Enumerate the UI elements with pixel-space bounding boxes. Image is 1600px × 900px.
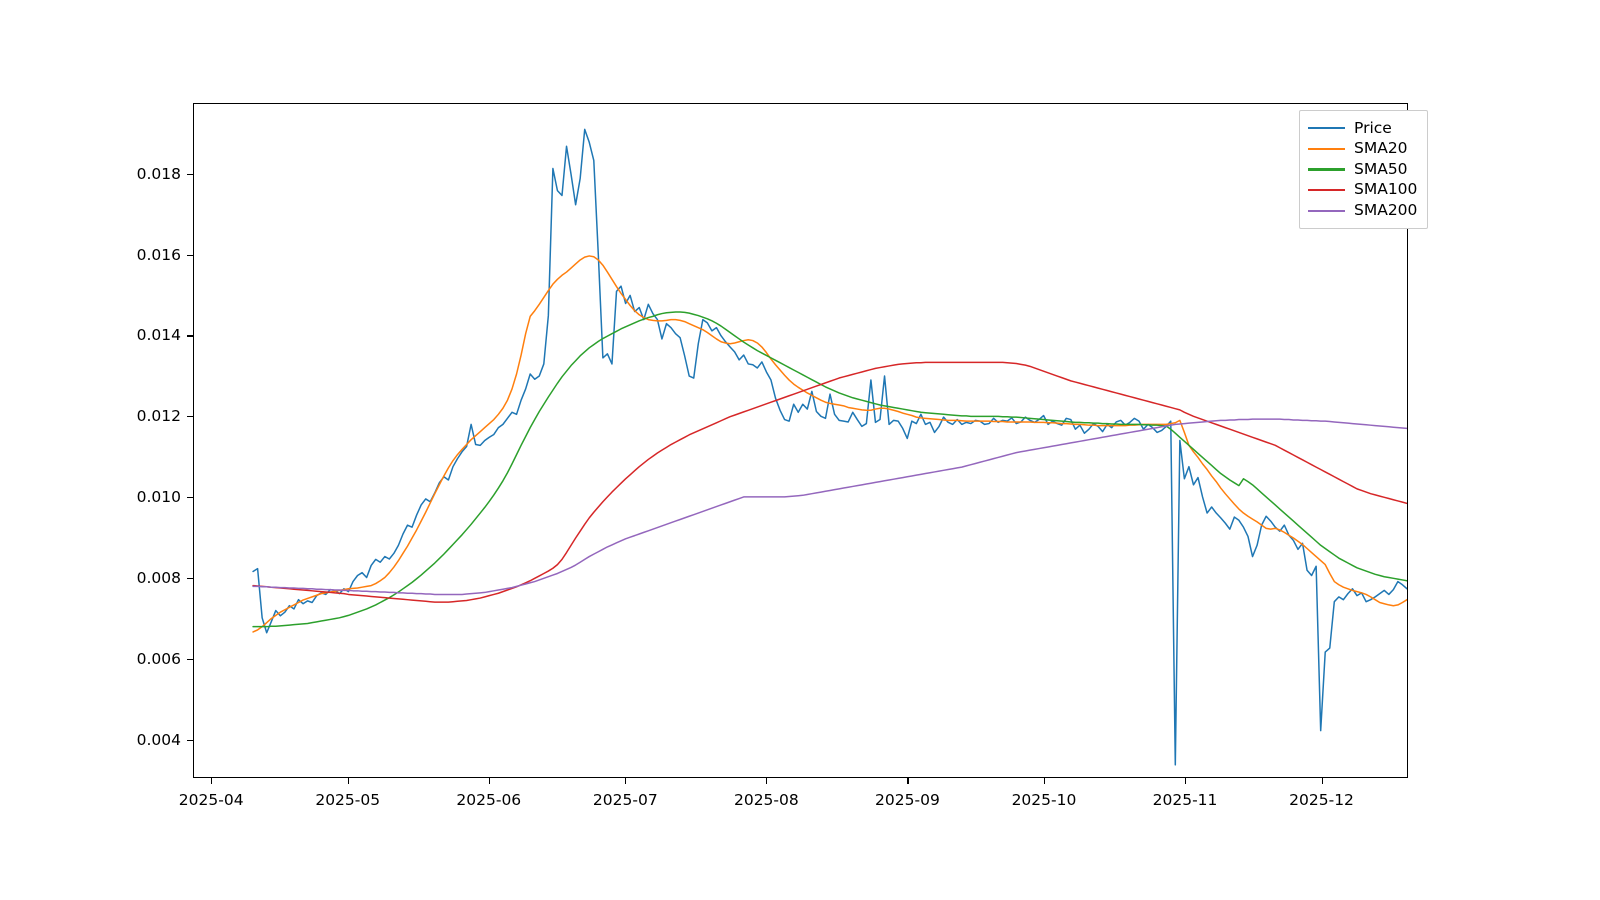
legend-swatch-icon <box>1308 209 1345 212</box>
legend-item-sma100[interactable]: SMA100 <box>1308 180 1417 201</box>
chart-svg <box>194 104 1407 777</box>
x-tick-mark <box>211 778 213 784</box>
x-tick-mark <box>625 778 627 784</box>
x-tick-mark <box>907 778 909 784</box>
y-tick-label: 0.018 <box>136 164 181 183</box>
x-tick-label: 2025-04 <box>178 791 244 809</box>
legend-swatch-icon <box>1308 168 1345 171</box>
y-tick-mark <box>187 254 193 256</box>
y-tick-mark <box>187 335 193 337</box>
legend-item-sma50[interactable]: SMA50 <box>1308 159 1417 180</box>
y-tick-mark <box>187 497 193 499</box>
x-tick-label: 2025-10 <box>1011 791 1077 809</box>
series-line-sma200 <box>253 419 1407 594</box>
series-line-sma20 <box>253 256 1407 632</box>
legend-label: SMA200 <box>1354 200 1418 219</box>
legend-item-price[interactable]: Price <box>1308 118 1417 139</box>
legend-label: Price <box>1354 118 1392 137</box>
y-tick-label: 0.014 <box>136 326 181 345</box>
chart-legend[interactable]: Price SMA20 SMA50 SMA100 SMA200 <box>1299 110 1429 229</box>
legend-label: SMA100 <box>1354 180 1418 199</box>
y-tick-mark <box>187 577 193 580</box>
x-tick-label: 2025-05 <box>315 791 381 809</box>
legend-item-sma200[interactable]: SMA200 <box>1308 200 1417 221</box>
series-line-sma100 <box>253 362 1407 602</box>
y-tick-label: 0.016 <box>136 245 181 264</box>
y-tick-mark <box>187 173 193 175</box>
x-tick-mark <box>1185 778 1187 784</box>
legend-swatch-icon <box>1308 127 1345 130</box>
x-tick-label: 2025-08 <box>733 791 799 809</box>
legend-label: SMA50 <box>1354 159 1408 178</box>
y-tick-label: 0.012 <box>136 407 181 426</box>
y-tick-label: 0.008 <box>136 568 181 587</box>
y-tick-mark <box>187 416 193 418</box>
y-tick-label: 0.004 <box>136 730 181 749</box>
x-tick-label: 2025-11 <box>1152 791 1218 809</box>
legend-swatch-icon <box>1308 147 1345 150</box>
y-tick-mark <box>187 739 193 741</box>
y-tick-label: 0.010 <box>136 488 181 507</box>
x-tick-mark <box>347 778 349 784</box>
x-tick-label: 2025-06 <box>456 791 522 809</box>
legend-item-sma20[interactable]: SMA20 <box>1308 139 1417 160</box>
y-tick-mark <box>187 658 193 660</box>
series-line-price <box>253 129 1407 765</box>
x-tick-label: 2025-12 <box>1289 791 1354 809</box>
x-tick-label: 2025-07 <box>592 791 658 809</box>
x-tick-mark <box>1321 778 1323 784</box>
series-group <box>253 129 1407 765</box>
x-tick-mark <box>1043 778 1046 784</box>
y-tick-label: 0.006 <box>136 649 181 668</box>
x-tick-label: 2025-09 <box>875 791 940 809</box>
x-tick-mark <box>766 778 768 784</box>
series-line-sma50 <box>253 312 1407 627</box>
x-tick-mark <box>488 778 490 784</box>
legend-swatch-icon <box>1308 188 1345 192</box>
plot-area <box>193 103 1408 778</box>
legend-label: SMA20 <box>1354 139 1408 158</box>
